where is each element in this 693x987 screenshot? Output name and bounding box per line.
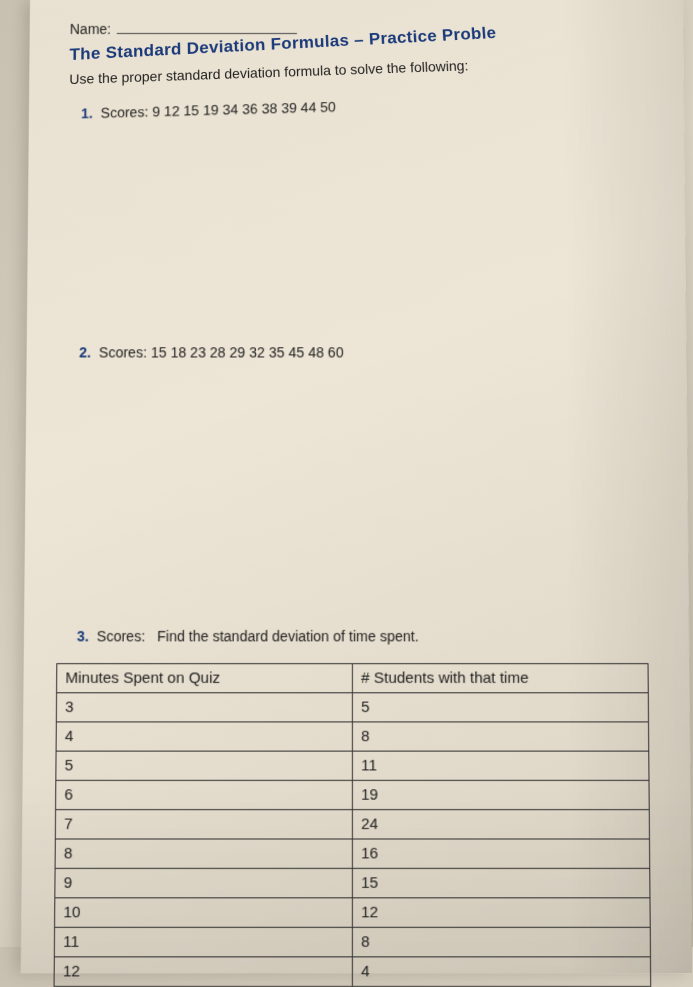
table-row: 48 xyxy=(56,722,649,751)
cell-minutes: 6 xyxy=(56,780,353,809)
problem-2-values: 15 18 23 28 29 32 35 45 48 60 xyxy=(151,344,344,360)
name-label: Name: xyxy=(70,21,111,37)
problem-1-values: 9 12 15 19 34 36 38 39 44 50 xyxy=(152,99,336,120)
table-row: 816 xyxy=(55,839,650,868)
problem-2-number: 2. xyxy=(79,344,91,360)
cell-minutes: 3 xyxy=(56,693,352,722)
cell-minutes: 11 xyxy=(54,927,352,957)
cell-count: 24 xyxy=(352,810,649,839)
cell-count: 8 xyxy=(352,722,648,751)
cell-count: 15 xyxy=(352,868,650,897)
problem-3-label: Scores: xyxy=(97,628,145,645)
cell-count: 11 xyxy=(352,751,649,780)
cell-minutes: 12 xyxy=(54,957,352,987)
table-row: 35 xyxy=(56,693,648,722)
problem-3-description: Find the standard deviation of time spen… xyxy=(157,628,419,645)
cell-minutes: 10 xyxy=(55,898,353,927)
cell-minutes: 9 xyxy=(55,868,353,897)
table-row: 511 xyxy=(56,751,649,780)
problem-1: 1. Scores: 9 12 15 19 34 36 38 39 44 50 xyxy=(81,90,654,121)
data-table-wrap: Minutes Spent on Quiz # Students with th… xyxy=(54,663,652,987)
problem-1-number: 1. xyxy=(81,105,93,121)
cell-minutes: 7 xyxy=(55,810,352,839)
problem-3-number: 3. xyxy=(77,628,89,645)
name-blank[interactable] xyxy=(117,20,297,34)
problem-1-label: Scores: xyxy=(101,103,149,120)
problem-2: 2. Scores: 15 18 23 28 29 32 35 45 48 60 xyxy=(79,344,656,360)
cell-count: 5 xyxy=(352,693,648,722)
cell-count: 19 xyxy=(352,780,649,809)
data-table: Minutes Spent on Quiz # Students with th… xyxy=(54,663,652,987)
problem-2-label: Scores: xyxy=(99,344,147,360)
table-row: 915 xyxy=(55,868,650,897)
table-row: 724 xyxy=(55,810,649,839)
table-header-row: Minutes Spent on Quiz # Students with th… xyxy=(57,664,649,693)
cell-count: 12 xyxy=(352,898,650,927)
cell-count: 8 xyxy=(352,927,650,957)
cell-minutes: 4 xyxy=(56,722,352,751)
worksheet-page: Name: The Standard Deviation Formulas – … xyxy=(21,0,692,973)
col2-header: # Students with that time xyxy=(352,664,648,693)
table-row: 124 xyxy=(54,957,651,987)
cell-count: 4 xyxy=(352,957,650,987)
table-row: 1012 xyxy=(55,898,651,927)
col1-header: Minutes Spent on Quiz xyxy=(57,664,353,693)
problem-3: 3. Scores: Find the standard deviation o… xyxy=(77,628,659,645)
cell-minutes: 8 xyxy=(55,839,352,868)
cell-count: 16 xyxy=(352,839,649,868)
cell-minutes: 5 xyxy=(56,751,353,780)
table-row: 619 xyxy=(56,780,650,809)
table-row: 118 xyxy=(54,927,650,957)
